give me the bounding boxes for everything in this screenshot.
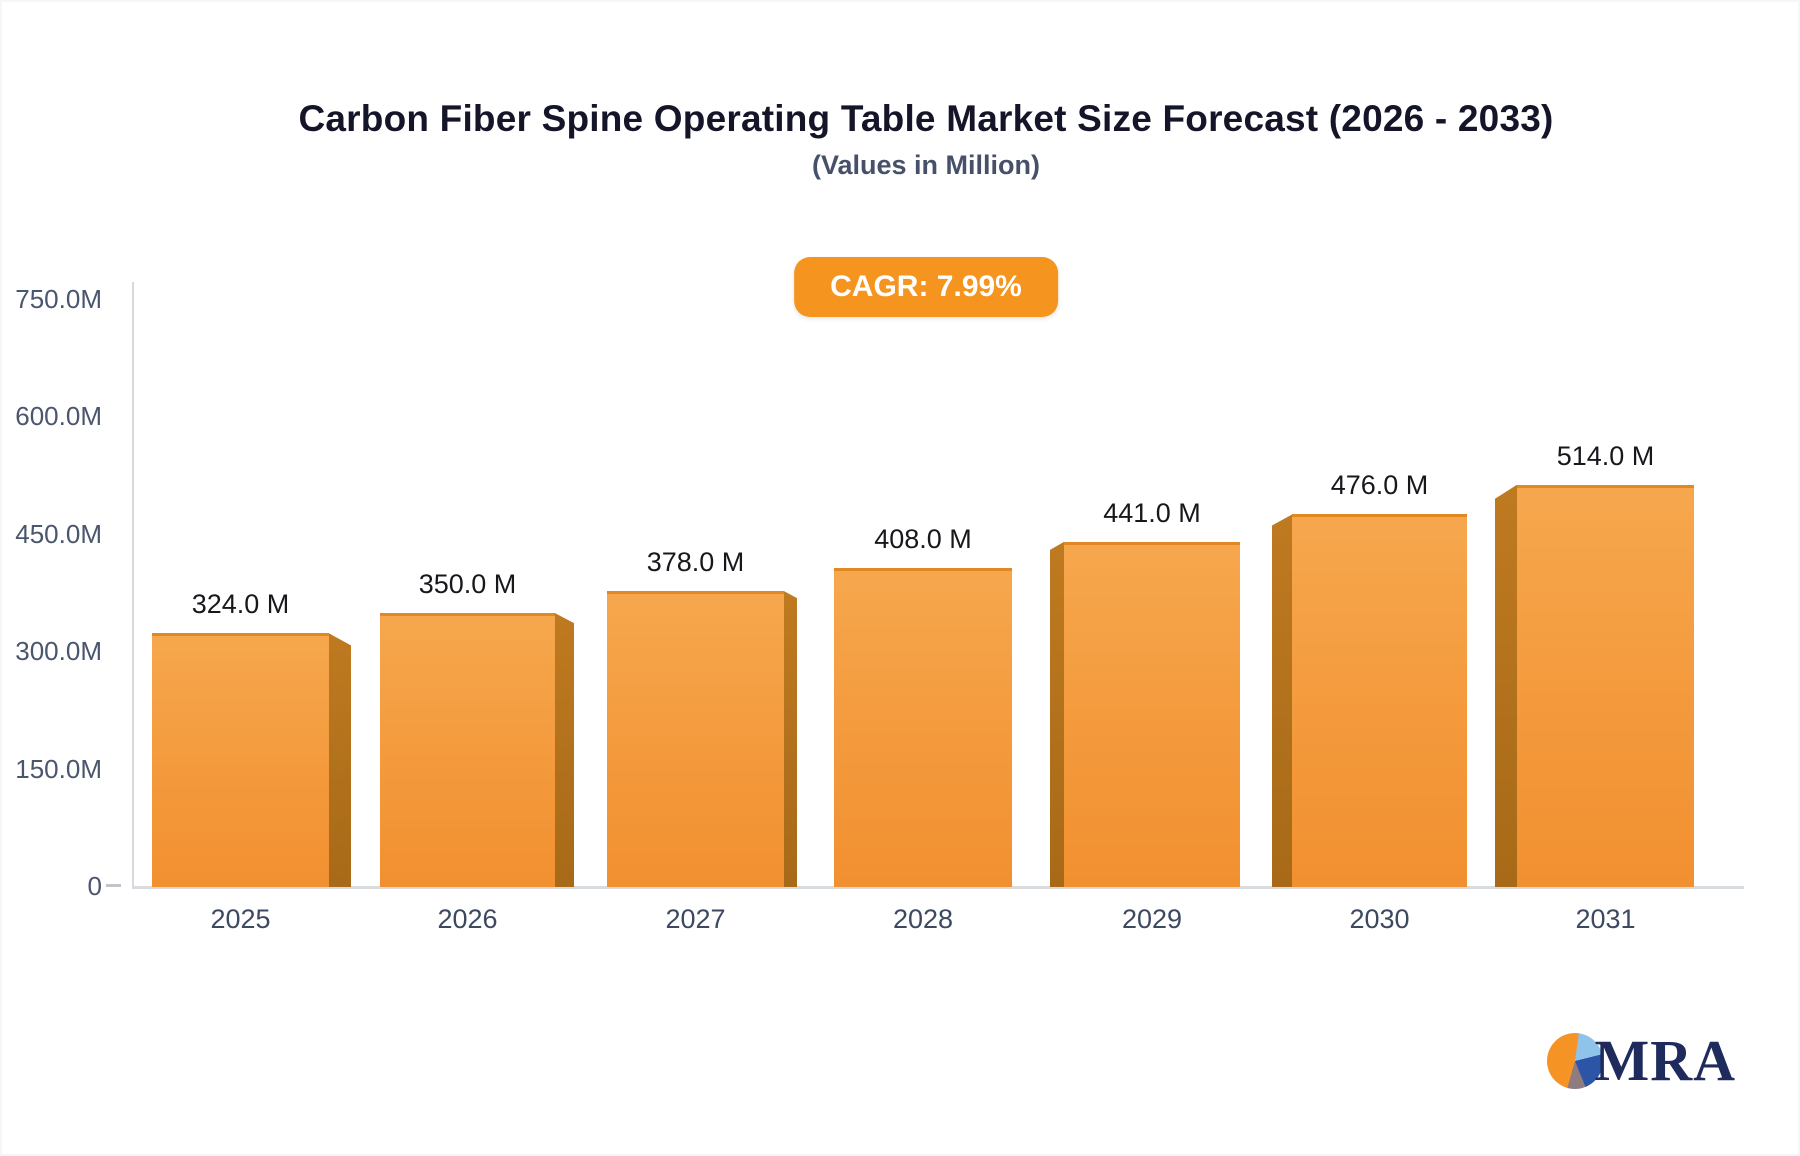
bar-value-label: 378.0 M [646,547,745,578]
bar-side-face [555,613,574,887]
bar-side-face [1272,514,1292,887]
bar-value-label: 350.0 M [418,569,517,600]
chart-title: Carbon Fiber Spine Operating Table Marke… [298,98,1554,139]
brand-logo: MRA [1547,1032,1736,1090]
bar [152,633,329,887]
bar [1064,541,1240,887]
cagr-badge: CAGR: 7.99% [794,257,1058,317]
y-tick-label: 600.0M [15,401,102,432]
bar [1292,514,1467,887]
bar-value-label: 514.0 M [1556,440,1655,471]
x-tick-label: 2028 [892,904,954,934]
y-tick-label: 750.0M [15,284,102,314]
x-tick-label: 2031 [1575,904,1636,934]
x-axis-baseline [132,886,1744,889]
pie-chart-icon [1547,1033,1604,1089]
y-tick-label: 0 [87,871,102,901]
bar [380,613,555,887]
y-tick-label: 150.0M [15,753,102,784]
bar-value-label: 476.0 M [1330,470,1429,501]
chart-subtitle: (Values in Million) [811,150,1041,180]
brand-logo-text: MRA [1594,1028,1736,1093]
bar-side-face [1495,484,1517,887]
bar-side-face [329,633,351,887]
bar-value-label: 408.0 M [874,523,972,554]
x-tick-label: 2030 [1349,904,1410,934]
bar [1517,484,1694,887]
y-axis-line [132,282,134,888]
bar-value-label: 324.0 M [191,589,290,620]
x-tick-label: 2027 [665,904,726,934]
x-tick-label: 2029 [1121,904,1183,934]
bar [834,567,1012,887]
x-tick-label: 2025 [210,904,271,934]
bar-value-label: 441.0 M [1103,497,1201,528]
y-tick-label: 300.0M [15,636,102,667]
x-tick-label: 2026 [437,904,498,934]
bar [607,591,784,887]
zero-tick-mark [106,884,121,887]
y-tick-label: 450.0M [15,518,102,549]
bar-side-face [1050,541,1064,887]
bar-side-face [784,591,797,887]
